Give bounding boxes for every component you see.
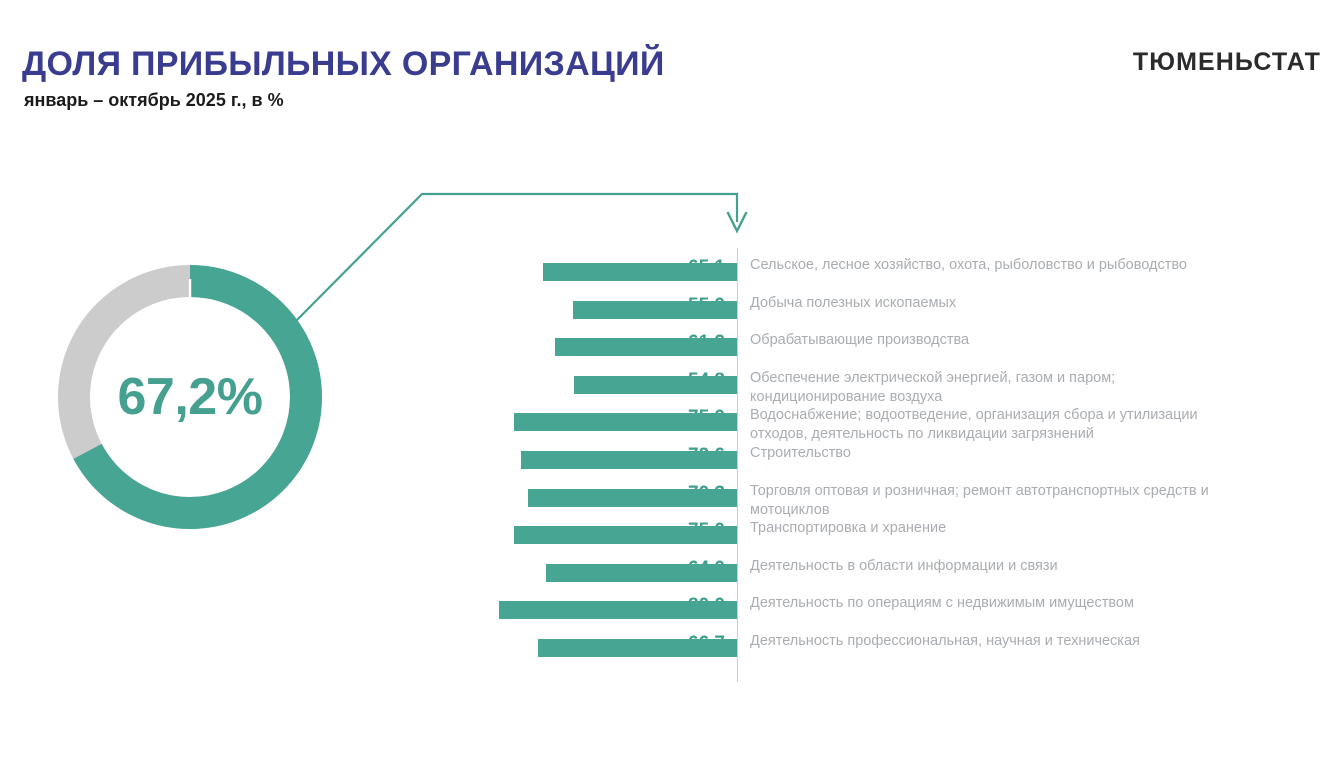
bar-row: 64,0Деятельность в области информации и … bbox=[430, 555, 1230, 593]
bar bbox=[546, 563, 737, 582]
header: ДОЛЯ ПРИБЫЛЬНЫХ ОРГАНИЗАЦИЙ январь – окт… bbox=[0, 0, 1339, 130]
bar-category-label: Добыча полезных ископаемых bbox=[750, 294, 957, 311]
bar-category-label: Деятельность в области информации и связ… bbox=[750, 557, 1058, 574]
bar bbox=[543, 263, 737, 281]
bar-category-label: Водоснабжение; водоотведение, организаци… bbox=[750, 407, 1198, 443]
bar-category-label: Сельское, лесное хозяйство, охота, рыбол… bbox=[750, 257, 1187, 273]
donut-chart: 67,2% bbox=[58, 265, 322, 529]
page-title: ДОЛЯ ПРИБЫЛЬНЫХ ОРГАНИЗАЦИЙ bbox=[22, 45, 665, 83]
bar-category-label: Строительство bbox=[750, 445, 851, 461]
bar bbox=[498, 601, 737, 620]
bar-row: 66,7Деятельность профессиональная, научн… bbox=[430, 630, 1230, 668]
bar-chart: 65,1Сельское, лесное хозяйство, охота, р… bbox=[430, 248, 1230, 684]
bar-row: 75,0Водоснабжение; водоотведение, органи… bbox=[430, 404, 1230, 442]
bar-row: 70,3Торговля оптовая и розничная; ремонт… bbox=[430, 480, 1230, 518]
bar-row: 54,8Обеспечение электрической энергией, … bbox=[430, 367, 1230, 405]
bar-row: 75,0Транспортировка и хранение bbox=[430, 517, 1230, 555]
bar-category-label: Деятельность по операциям с недвижимым и… bbox=[750, 595, 1134, 612]
bar-category-label: Торговля оптовая и розничная; ремонт авт… bbox=[750, 482, 1209, 518]
bar-row: 65,1Сельское, лесное хозяйство, охота, р… bbox=[430, 254, 1230, 292]
bar-category-label: Обеспечение электрической энергией, газо… bbox=[750, 369, 1116, 405]
bar-row: 80,0Деятельность по операциям с недвижим… bbox=[430, 592, 1230, 630]
bar-category-label: Деятельность профессиональная, научная и… bbox=[750, 633, 1140, 649]
chart-axis-line bbox=[737, 248, 738, 682]
bar bbox=[573, 300, 737, 319]
bar bbox=[554, 338, 737, 357]
bar-row: 61,2Обрабатывающие производства bbox=[430, 329, 1230, 367]
bar bbox=[538, 639, 737, 657]
bar bbox=[513, 526, 737, 545]
bar bbox=[520, 451, 737, 469]
bar-category-label: Обрабатывающие производства bbox=[750, 332, 970, 349]
bar-row: 72,6Строительство bbox=[430, 442, 1230, 480]
bar-category-label: Транспортировка и хранение bbox=[750, 520, 947, 537]
bar-row: 55,0Добыча полезных ископаемых bbox=[430, 292, 1230, 330]
page-subtitle: январь – октябрь 2025 г., в % bbox=[24, 90, 284, 110]
bar bbox=[527, 488, 737, 507]
bar bbox=[573, 375, 737, 394]
brand-logo-text: ТЮМЕНЬСТАТ bbox=[1132, 48, 1321, 76]
bar bbox=[513, 413, 737, 432]
